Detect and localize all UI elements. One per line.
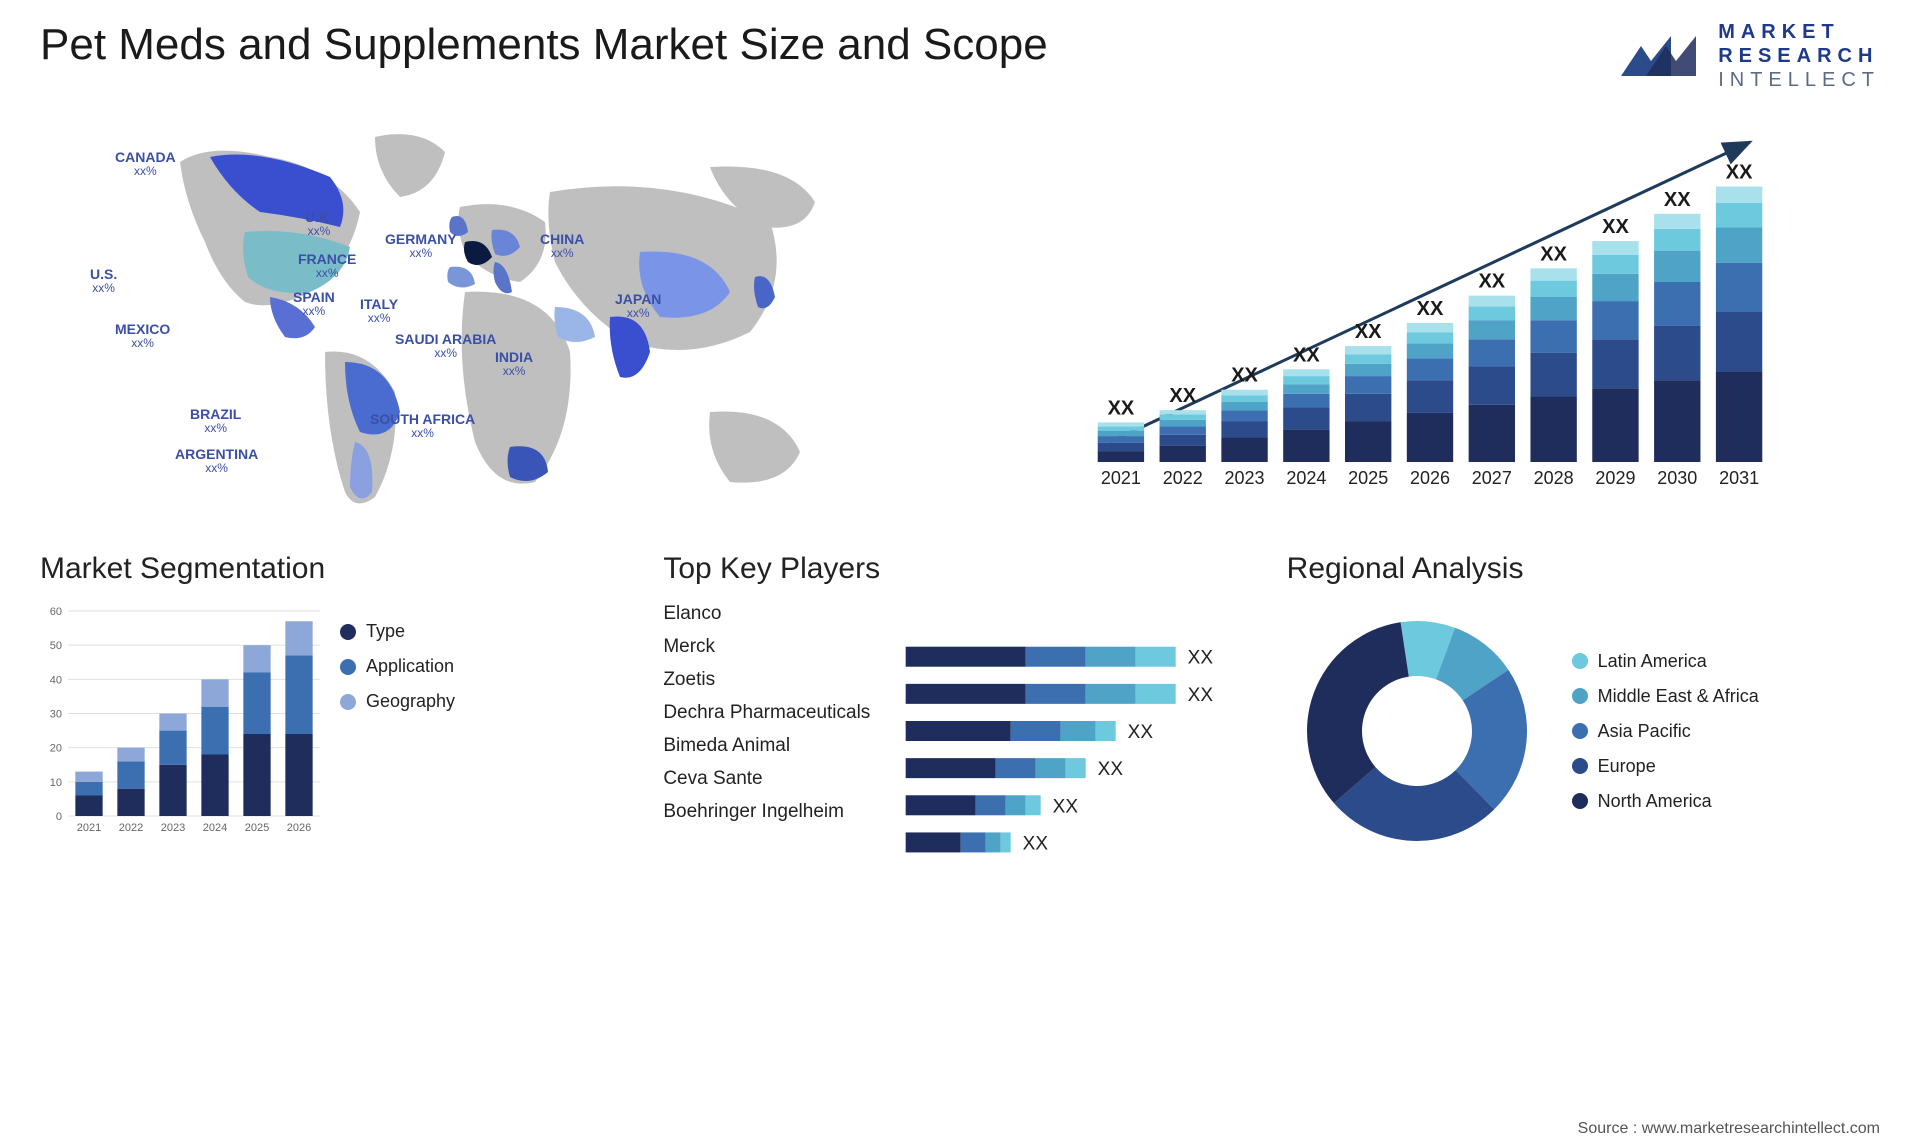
svg-text:XX: XX [1478,271,1505,293]
svg-text:2022: 2022 [119,822,143,834]
segmentation-legend: Type Application Geography [340,601,455,841]
legend-item: Asia Pacific [1572,721,1759,742]
svg-text:XX: XX [1098,759,1124,780]
svg-text:2021: 2021 [1101,468,1141,488]
map-country-label: U.S.xx% [90,267,117,296]
svg-text:2026: 2026 [287,822,311,834]
svg-text:10: 10 [50,777,62,789]
map-country-label: ITALYxx% [360,297,398,326]
svg-text:2025: 2025 [245,822,269,834]
svg-text:XX: XX [1540,243,1567,265]
logo-line2: RESEARCH [1718,44,1880,68]
svg-text:XX: XX [1188,685,1214,706]
svg-text:XX: XX [1602,216,1629,238]
svg-text:XX: XX [1169,385,1196,407]
player-name: Elanco [663,603,870,625]
map-country-label: U.K.xx% [305,210,333,239]
logo-icon [1616,26,1706,86]
key-players-names: Elanco Merck Zoetis Dechra Pharmaceuticals B… [663,601,870,861]
map-country-label: MEXICOxx% [115,322,170,351]
key-players-title: Top Key Players [663,552,1256,586]
svg-text:40: 40 [50,674,62,686]
map-country-label: JAPANxx% [615,292,661,321]
legend-item: Application [340,656,455,677]
segmentation-title: Market Segmentation [40,552,633,586]
brand-logo: MARKET RESEARCH INTELLECT [1616,20,1880,92]
logo-line1: MARKET [1718,20,1880,44]
legend-item: Europe [1572,756,1759,777]
regional-panel: Regional Analysis Latin America Middle Ea… [1287,552,1880,861]
world-map-chart: CANADAxx% U.S.xx% MEXICOxx% BRAZILxx% ARGENT… [40,112,940,522]
regional-donut-chart [1287,601,1547,861]
svg-text:2025: 2025 [1348,468,1388,488]
svg-text:60: 60 [50,606,62,618]
svg-text:XX: XX [1664,189,1691,211]
regional-title: Regional Analysis [1287,552,1880,586]
legend-item: Geography [340,691,455,712]
map-country-label: ARGENTINAxx% [175,447,258,476]
svg-text:2026: 2026 [1410,468,1450,488]
logo-line3: INTELLECT [1718,68,1880,92]
legend-item: Middle East & Africa [1572,686,1759,707]
svg-text:20: 20 [50,743,62,755]
svg-text:2027: 2027 [1472,468,1512,488]
legend-item: Type [340,621,455,642]
map-country-label: SPAINxx% [293,290,335,319]
player-name: Merck [663,636,870,658]
svg-text:XX: XX [1417,298,1444,320]
map-country-label: BRAZILxx% [190,407,241,436]
svg-text:2023: 2023 [1225,468,1265,488]
map-country-label: INDIAxx% [495,350,533,379]
svg-text:2030: 2030 [1657,468,1697,488]
source-attribution: Source : www.marketresearchintellect.com [1578,1120,1880,1138]
segmentation-panel: Market Segmentation 0 10 20 30 40 50 60 2021 202… [40,552,633,861]
map-country-label: SAUDI ARABIAxx% [395,332,496,361]
svg-text:XX: XX [1023,833,1049,854]
svg-text:XX: XX [1108,397,1135,419]
svg-text:XX: XX [1128,722,1154,743]
svg-text:XX: XX [1188,648,1214,669]
svg-text:2021: 2021 [77,822,101,834]
player-name: Zoetis [663,669,870,691]
key-players-chart: XXXXXXXXXXXX [885,601,1256,861]
map-country-label: FRANCExx% [298,252,356,281]
player-name: Dechra Pharmaceuticals [663,702,870,724]
map-country-label: GERMANYxx% [385,232,457,261]
legend-item: North America [1572,791,1759,812]
svg-text:0: 0 [56,811,62,823]
growth-bar-chart: XX 2021 XX 2022 XX 2023 XX 2024 XX 2025 XX 2026 XX 20… [980,112,1880,522]
svg-text:2023: 2023 [161,822,185,834]
svg-text:2028: 2028 [1534,468,1574,488]
player-name: Boehringer Ingelheim [663,801,870,823]
svg-text:XX: XX [1231,365,1258,387]
svg-text:XX: XX [1726,162,1753,184]
svg-text:30: 30 [50,709,62,721]
player-name: Bimeda Animal [663,735,870,757]
page-title: Pet Meds and Supplements Market Size and… [40,20,1048,70]
legend-item: Latin America [1572,651,1759,672]
svg-text:50: 50 [50,640,62,652]
svg-text:2031: 2031 [1719,468,1759,488]
map-country-label: SOUTH AFRICAxx% [370,412,475,441]
svg-text:2024: 2024 [1286,468,1326,488]
svg-text:2022: 2022 [1163,468,1203,488]
map-country-label: CHINAxx% [540,232,584,261]
svg-text:2029: 2029 [1595,468,1635,488]
key-players-panel: Top Key Players Elanco Merck Zoetis Dechra … [663,552,1256,861]
regional-legend: Latin America Middle East & Africa Asia Pa… [1572,651,1759,812]
map-country-label: CANADAxx% [115,150,176,179]
player-name: Ceva Sante [663,768,870,790]
svg-text:XX: XX [1293,344,1320,366]
segmentation-chart: 0 10 20 30 40 50 60 2021 2022 2023 2024 2025 2026 [40,601,320,841]
svg-text:XX: XX [1053,796,1079,817]
svg-text:XX: XX [1355,321,1382,343]
svg-text:2024: 2024 [203,822,227,834]
